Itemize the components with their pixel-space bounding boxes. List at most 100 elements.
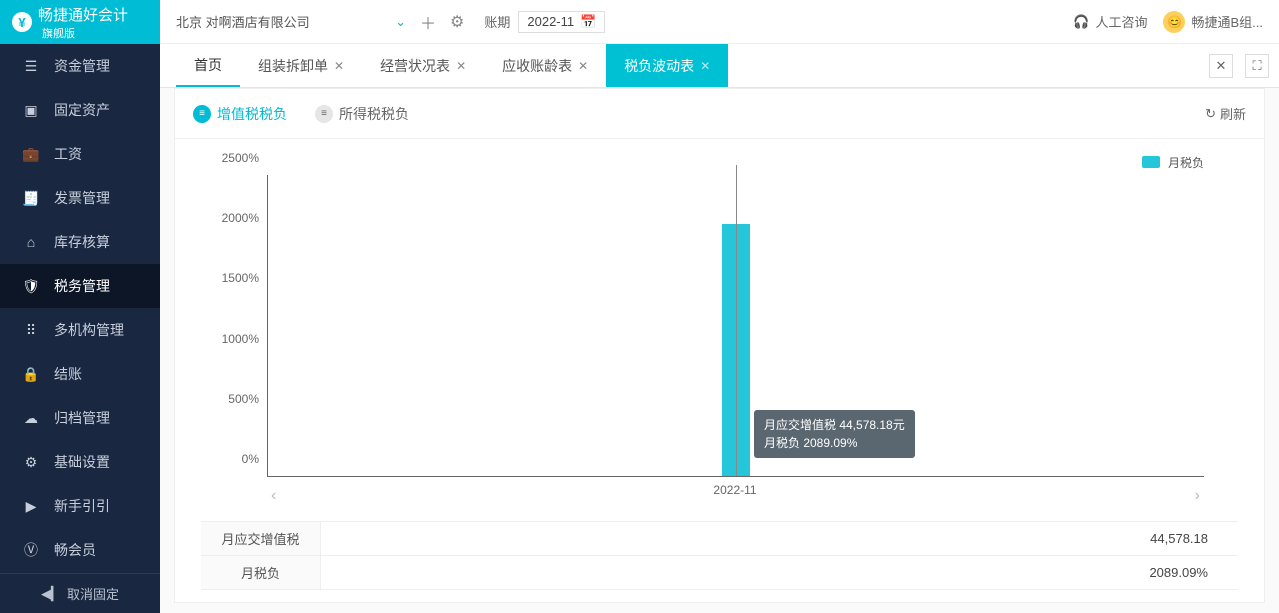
tab-close-icon[interactable]: ✕	[334, 59, 344, 73]
sidebar-item-label: 畅会员	[54, 540, 96, 560]
table-row-value: 2089.09%	[321, 565, 1238, 580]
table-row: 月应交增值税44,578.18	[201, 522, 1238, 556]
shield-icon: 🛡	[22, 277, 40, 295]
tab-0[interactable]: 首页	[176, 44, 240, 87]
brand-name: 畅捷通好会计	[38, 4, 128, 25]
subtab-1[interactable]: ≡所得税税负	[315, 104, 409, 124]
sidebar-item-2[interactable]: 💼 工资	[0, 132, 160, 176]
sidebar-item-4[interactable]: ⌂库存核算	[0, 220, 160, 264]
home-icon: ⌂	[22, 233, 40, 251]
tooltip-line2: 月税负 2089.09%	[764, 434, 905, 452]
sidebar-item-3[interactable]: 🧾 发票管理	[0, 176, 160, 220]
table-row-label: 月应交增值税	[201, 522, 321, 555]
sidebar-item-label: 工资	[54, 144, 82, 164]
tab-1[interactable]: 组装拆卸单✕	[240, 44, 362, 87]
subtab-row: ≡增值税税负≡所得税税负 ↻ 刷新	[175, 89, 1264, 139]
y-tick: 0%	[242, 452, 259, 466]
chart-legend: 月税负	[195, 149, 1244, 175]
chart-tooltip: 月应交增值税 44,578.18元月税负 2089.09%	[754, 410, 915, 458]
refresh-button[interactable]: ↻ 刷新	[1205, 104, 1246, 123]
subtab-0[interactable]: ≡增值税税负	[193, 104, 287, 124]
sidebar-item-7[interactable]: 🔒 结账	[0, 352, 160, 396]
sidebar-item-label: 基础设置	[54, 452, 110, 472]
refresh-icon: ↻	[1205, 106, 1216, 122]
chart-prev-button[interactable]: ‹	[271, 487, 276, 505]
table-row-label: 月税负	[201, 556, 321, 589]
company-selector[interactable]: 北京 对啊酒店有限公司 ⌄	[176, 12, 406, 31]
period: 账期 2022-11 📅	[484, 11, 605, 33]
sidebar-item-0[interactable]: ☰资金管理	[0, 44, 160, 88]
tab-close-icon[interactable]: ✕	[700, 59, 710, 73]
table-row-value: 44,578.18	[321, 531, 1238, 546]
sidebar-item-label: 固定资产	[54, 100, 110, 120]
tabs-row: 首页组装拆卸单✕ 经营状况表 ✕ 应收账龄表 ✕ 税负波动表 ✕ ✕ ⛶	[160, 44, 1279, 88]
tab-close-icon[interactable]: ✕	[578, 59, 588, 73]
chart-plot: 月应交增值税 44,578.18元月税负 2089.09%	[267, 175, 1204, 477]
company-name: 北京 对啊酒店有限公司	[176, 12, 310, 31]
sidebar-item-8[interactable]: ☁归档管理	[0, 396, 160, 440]
vip-icon: Ⓥ	[22, 541, 40, 559]
gear-icon[interactable]: ⚙	[450, 12, 464, 32]
wallet-icon: 💼	[22, 145, 40, 163]
tab-4[interactable]: 税负波动表 ✕	[606, 44, 728, 87]
user-menu[interactable]: 😊 畅捷通B组...	[1163, 11, 1263, 33]
sidebar-item-label: 税务管理	[54, 276, 110, 296]
gear-icon: ⚙	[22, 453, 40, 471]
sidebar-item-label: 新手引引	[54, 496, 110, 516]
brand-logo-icon: ¥	[12, 12, 32, 32]
sidebar-item-label: 结账	[54, 364, 82, 384]
legend-swatch	[1142, 156, 1160, 168]
subtab-label: 所得税税负	[339, 104, 409, 124]
receipt-icon: 🧾	[22, 189, 40, 207]
y-tick: 1000%	[222, 332, 259, 346]
chart-wrap: 月税负 0%500%1000%1500%2000%2500% 月应交增值税 44…	[175, 139, 1264, 602]
sidebar-item-5[interactable]: 🛡 税务管理	[0, 264, 160, 308]
sidebar-item-1[interactable]: ▣固定资产	[0, 88, 160, 132]
sidebar-item-6[interactable]: ⠿多机构管理	[0, 308, 160, 352]
calendar-icon: 📅	[580, 14, 596, 30]
y-tick: 2500%	[222, 151, 259, 165]
cloud-icon: ☁	[22, 409, 40, 427]
subtab-icon: ≡	[193, 105, 211, 123]
headset-icon: 🎧	[1073, 14, 1089, 30]
add-icon[interactable]: ＋	[420, 10, 436, 34]
sidebar-collapse-label: 取消固定	[67, 584, 119, 603]
tab-label: 税负波动表	[624, 56, 694, 76]
chart-hover-line	[736, 165, 737, 476]
chart-y-axis: 0%500%1000%1500%2000%2500%	[195, 175, 265, 477]
lock-icon: 🔒	[22, 365, 40, 383]
topbar: 北京 对啊酒店有限公司 ⌄ ＋ ⚙ 账期 2022-11 📅 🎧 人工咨询 😊	[160, 0, 1279, 44]
chart-next-button[interactable]: ›	[1195, 487, 1200, 505]
tab-close-icon[interactable]: ✕	[456, 59, 466, 73]
avatar-icon: 😊	[1163, 11, 1185, 33]
table-row: 月税负2089.09%	[201, 556, 1238, 590]
tab-3[interactable]: 应收账龄表 ✕	[484, 44, 606, 87]
period-label: 账期	[484, 12, 510, 31]
refresh-label: 刷新	[1220, 104, 1246, 123]
chart-area: 0%500%1000%1500%2000%2500% 月应交增值税 44,578…	[195, 175, 1244, 501]
bars-icon: ☰	[22, 57, 40, 75]
tab-label: 首页	[194, 55, 222, 75]
tab-expand-button[interactable]: ⛶	[1245, 54, 1269, 78]
chevron-down-icon: ⌄	[395, 14, 406, 30]
sidebar-item-11[interactable]: Ⓥ 畅会员	[0, 528, 160, 572]
sidebar-nav: ☰资金管理▣固定资产 💼 工资 🧾 发票管理 ⌂库存核算 🛡 税务管理 ⠿多机构管理 🔒 结账 ☁归档…	[0, 44, 160, 573]
tab-close-all-button[interactable]: ✕	[1209, 54, 1233, 78]
period-picker[interactable]: 2022-11 📅	[518, 11, 605, 33]
brand-edition: 旗舰版	[42, 25, 128, 41]
data-table: 月应交增值税44,578.18月税负2089.09%	[201, 521, 1238, 590]
legend-label: 月税负	[1168, 154, 1204, 171]
tooltip-line1: 月应交增值税 44,578.18元	[764, 416, 905, 434]
tab-label: 应收账龄表	[502, 56, 572, 76]
tab-label: 经营状况表	[380, 56, 450, 76]
tab-2[interactable]: 经营状况表 ✕	[362, 44, 484, 87]
sidebar-item-10[interactable]: ▶ 新手引引	[0, 484, 160, 528]
sidebar-item-9[interactable]: ⚙ 基础设置	[0, 440, 160, 484]
y-tick: 500%	[228, 392, 259, 406]
human-agent-link[interactable]: 🎧 人工咨询	[1073, 12, 1147, 31]
sidebar-collapse-button[interactable]: ◀▎ 取消固定	[0, 573, 160, 613]
collapse-icon: ◀▎	[41, 586, 61, 602]
agent-label: 人工咨询	[1095, 12, 1147, 31]
sidebar-item-label: 发票管理	[54, 188, 110, 208]
play-icon: ▶	[22, 497, 40, 515]
